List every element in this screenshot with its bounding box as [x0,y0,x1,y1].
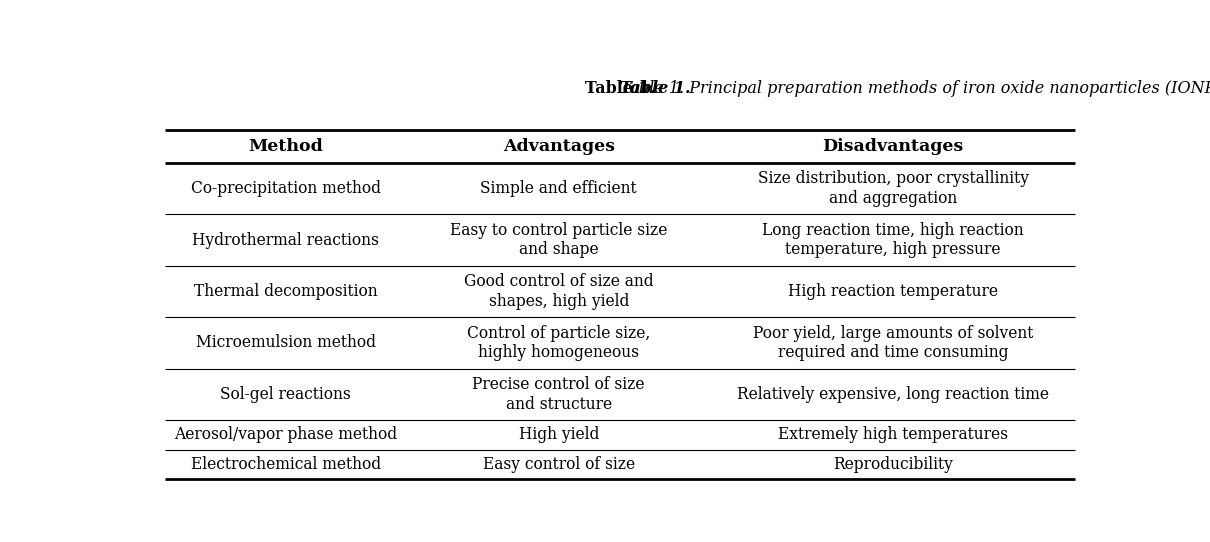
Text: Advantages: Advantages [502,138,615,155]
Text: Easy to control particle size
and shape: Easy to control particle size and shape [450,222,668,259]
Text: Microemulsion method: Microemulsion method [196,334,376,352]
Text: Long reaction time, high reaction
temperature, high pressure: Long reaction time, high reaction temper… [762,222,1024,259]
Text: Simple and efficient: Simple and efficient [480,180,636,197]
Text: Reproducibility: Reproducibility [832,456,953,473]
Text: Co-precipitation method: Co-precipitation method [191,180,381,197]
Text: High reaction temperature: High reaction temperature [788,283,998,300]
Text: Relatively expensive, long reaction time: Relatively expensive, long reaction time [737,386,1049,403]
Text: Easy control of size: Easy control of size [483,456,635,473]
Text: High yield: High yield [519,427,599,443]
Text: Extremely high temperatures: Extremely high temperatures [778,427,1008,443]
Text: Method: Method [248,138,323,155]
Text: Hydrothermal reactions: Hydrothermal reactions [192,231,379,249]
Text: Thermal decomposition: Thermal decomposition [194,283,378,300]
Text: Disadvantages: Disadvantages [823,138,963,155]
Text: Control of particle size,
highly homogeneous: Control of particle size, highly homogen… [467,325,650,362]
Text: Table 1.: Table 1. [584,80,656,96]
Text: Poor yield, large amounts of solvent
required and time consuming: Poor yield, large amounts of solvent req… [753,325,1033,362]
Text: Good control of size and
shapes, high yield: Good control of size and shapes, high yi… [463,273,653,310]
Text: Table 1.: Table 1. [620,80,690,96]
Text: Sol-gel reactions: Sol-gel reactions [220,386,351,403]
Text: Table 1. Principal preparation methods of iron oxide nanoparticles (IONPs).: Table 1. Principal preparation methods o… [620,80,1210,96]
Text: Aerosol/vapor phase method: Aerosol/vapor phase method [174,427,397,443]
Text: Electrochemical method: Electrochemical method [191,456,381,473]
Text: Size distribution, poor crystallinity
and aggregation: Size distribution, poor crystallinity an… [757,170,1028,207]
Text: Precise control of size
and structure: Precise control of size and structure [472,376,645,413]
